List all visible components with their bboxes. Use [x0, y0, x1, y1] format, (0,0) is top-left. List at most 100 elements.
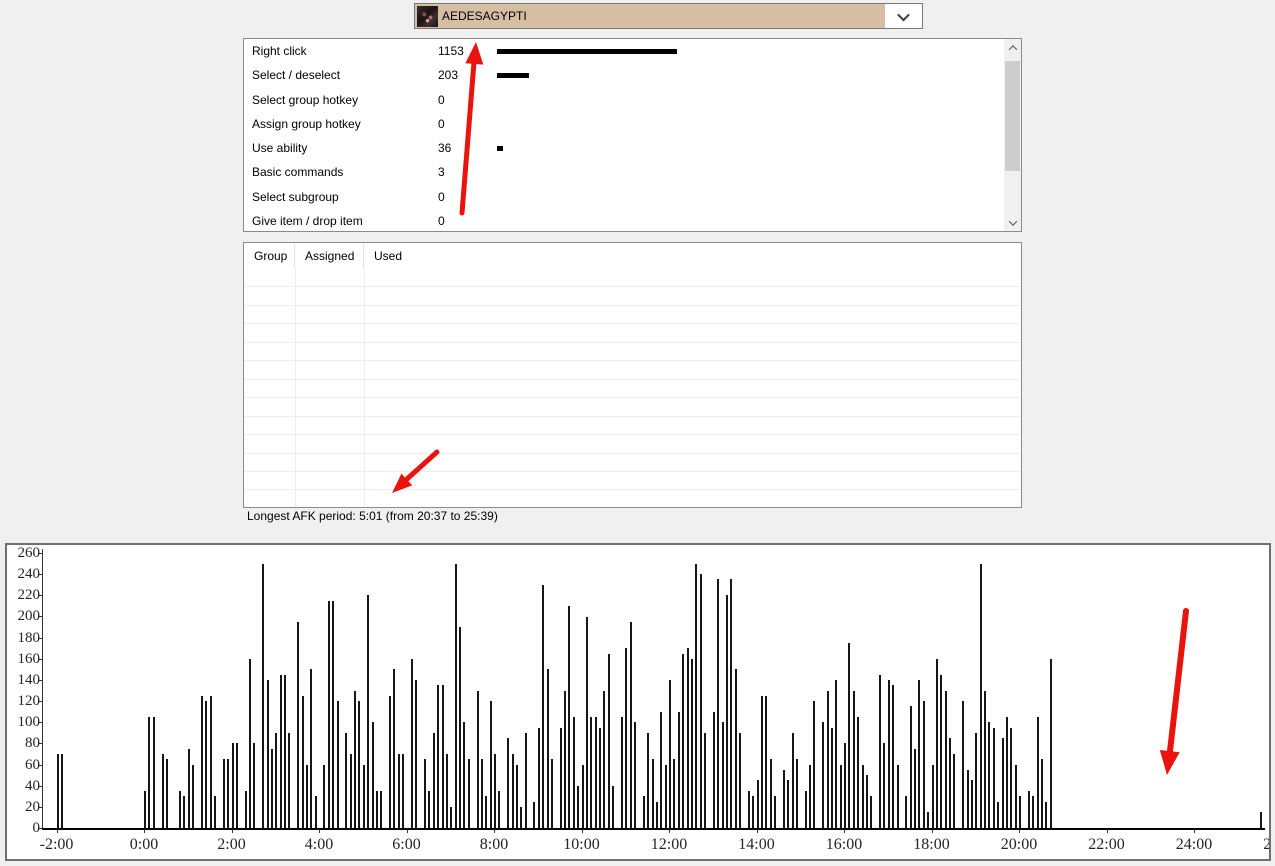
apm-bar: [695, 563, 698, 828]
apm-bar: [161, 754, 164, 828]
table-row[interactable]: [244, 417, 1021, 436]
apm-bar: [791, 732, 794, 828]
stats-scrollbar[interactable]: [1004, 39, 1021, 231]
apm-bar: [712, 711, 715, 828]
apm-bar: [760, 695, 763, 828]
hotkey-group-table: Group Assigned Used: [243, 242, 1022, 508]
stat-label: Right click: [252, 44, 307, 59]
table-row[interactable]: [244, 435, 1021, 454]
apm-bar: [629, 621, 632, 829]
x-axis-tick-label: 22:00: [1088, 836, 1125, 853]
x-axis-tick-label: 16:00: [825, 836, 863, 853]
apm-bar: [244, 791, 247, 828]
stat-row[interactable]: Give item / drop item 0: [244, 209, 1004, 231]
apm-bar: [520, 806, 523, 828]
stat-row[interactable]: Select group hotkey 0: [244, 88, 1004, 112]
y-axis-tick: [39, 806, 42, 808]
apm-bar: [914, 748, 916, 828]
apm-bar: [301, 695, 304, 828]
apm-bar: [634, 722, 636, 828]
table-row[interactable]: [244, 380, 1021, 399]
apm-bar: [599, 727, 601, 828]
apm-bar: [262, 563, 265, 828]
stat-row[interactable]: Basic commands 3: [244, 160, 1004, 184]
y-axis-tick-label: 160: [17, 650, 41, 667]
column-header-used[interactable]: Used: [374, 249, 403, 263]
apm-bar: [249, 658, 251, 828]
apm-bar: [699, 574, 702, 828]
apm-bar: [795, 759, 798, 829]
apm-bar: [345, 732, 348, 828]
apm-bar: [734, 669, 737, 828]
apm-bar: [826, 690, 829, 828]
x-axis-tick: [1106, 829, 1108, 833]
apm-bar: [984, 690, 986, 828]
stat-row[interactable]: Use ability 36: [244, 136, 1004, 160]
apm-bar: [397, 754, 400, 828]
table-row[interactable]: [244, 490, 1021, 507]
table-row[interactable]: [244, 472, 1021, 491]
combobox-dropdown-button[interactable]: [885, 4, 922, 28]
x-axis-tick: [756, 829, 758, 833]
stat-value: 1153: [438, 44, 464, 59]
apm-bar: [485, 796, 488, 828]
apm-bar: [739, 732, 741, 828]
apm-bar: [1045, 801, 1048, 828]
afk-period-label: Longest AFK period: 5:01 (from 20:37 to …: [247, 509, 498, 523]
player-select-combobox[interactable]: AEDESAGYPTI: [414, 3, 923, 29]
table-row[interactable]: [244, 269, 1021, 288]
apm-bar: [209, 695, 212, 828]
apm-bar: [205, 701, 208, 828]
table-row[interactable]: [244, 398, 1021, 417]
apm-bar: [270, 748, 273, 828]
apm-bar: [922, 701, 925, 828]
apm-bar: [441, 685, 444, 828]
apm-bar: [56, 754, 59, 828]
chevron-down-icon: [897, 8, 910, 21]
apm-bar: [625, 648, 628, 828]
y-axis-tick: [39, 595, 42, 597]
table-row[interactable]: [244, 343, 1021, 362]
table-row[interactable]: [244, 324, 1021, 343]
apm-bar: [310, 669, 313, 828]
apm-bar: [581, 764, 584, 828]
stat-row[interactable]: Select / deselect 203: [244, 63, 1004, 87]
apm-bar: [559, 727, 562, 828]
x-axis-tick: [931, 829, 933, 833]
action-stats-panel: Right click 1153 Select / deselect 203 Selec…: [243, 38, 1022, 232]
apm-bar: [690, 658, 693, 828]
apm-bar: [782, 769, 785, 828]
scroll-up-button[interactable]: [1004, 39, 1021, 56]
apm-bar: [835, 679, 838, 828]
table-row[interactable]: [244, 361, 1021, 380]
table-row[interactable]: [244, 454, 1021, 472]
column-header-group[interactable]: Group: [244, 243, 295, 269]
apm-bar: [332, 600, 335, 828]
apm-bar: [415, 679, 418, 828]
apm-bar: [966, 769, 969, 828]
apm-bar: [445, 754, 448, 828]
apm-bar: [402, 754, 405, 828]
stat-row[interactable]: Assign group hotkey 0: [244, 112, 1004, 136]
apm-bar: [367, 595, 370, 828]
column-header-assigned[interactable]: Assigned: [295, 243, 364, 269]
x-axis-tick-label: 4:00: [304, 836, 334, 853]
apm-bar: [949, 738, 951, 828]
apm-bar: [152, 716, 155, 828]
apm-bar: [905, 796, 908, 828]
scroll-down-button[interactable]: [1004, 214, 1021, 231]
apm-bar: [883, 743, 886, 828]
apm-bar: [60, 754, 63, 828]
table-row[interactable]: [244, 306, 1021, 325]
y-axis-tick: [39, 722, 42, 724]
apm-bar: [839, 764, 842, 828]
stat-row[interactable]: Select subgroup 0: [244, 185, 1004, 209]
combobox-selected-item[interactable]: AEDESAGYPTI: [415, 4, 885, 28]
table-row[interactable]: [244, 287, 1021, 306]
apm-bar: [498, 791, 501, 828]
scrollbar-thumb[interactable]: [1005, 61, 1020, 171]
stat-label: Select subgroup: [252, 189, 339, 204]
chart-y-axis: [42, 549, 43, 829]
y-axis-tick-label: 260: [17, 545, 41, 561]
stat-row[interactable]: Right click 1153: [244, 39, 1004, 63]
